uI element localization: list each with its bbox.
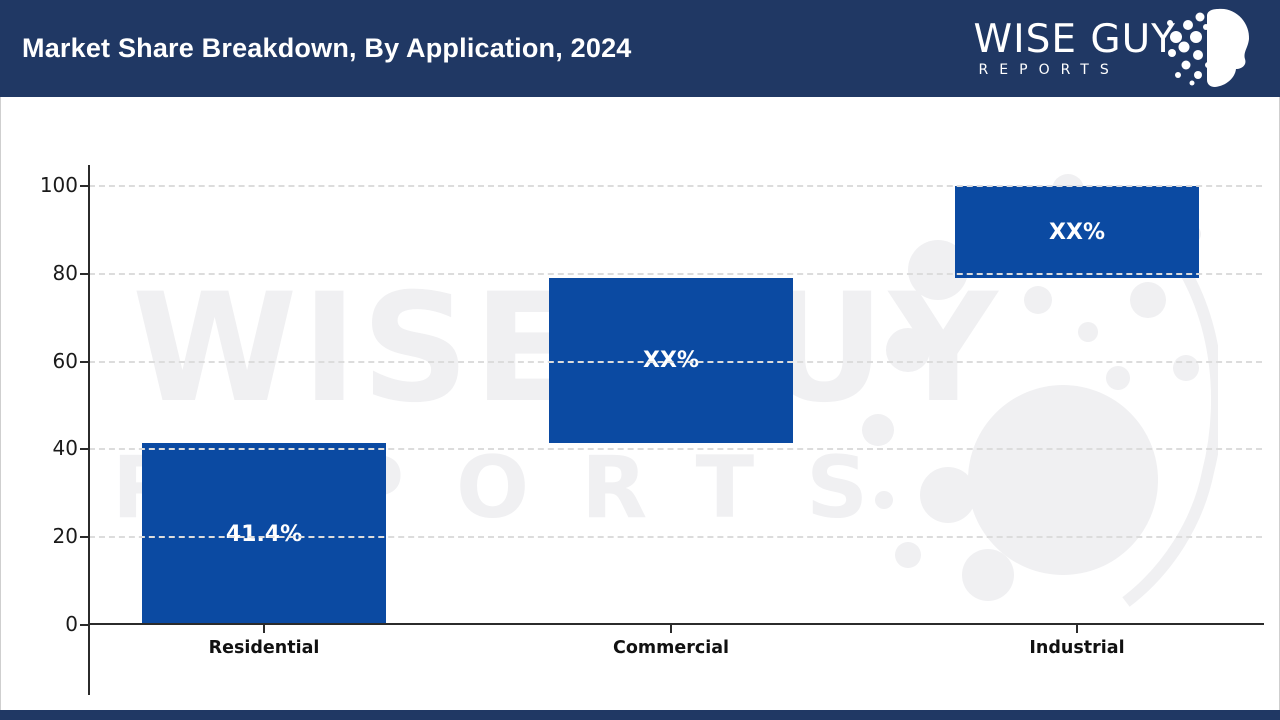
bar-industrial: XX% [955,186,1199,279]
x-tick-label-residential: Residential [208,638,320,658]
y-tick-mark-20 [80,536,88,539]
logo-subtitle: REPORTS [978,61,1120,78]
y-tick-label-0: 0 [65,612,78,636]
y-tick-label-40: 40 [52,436,78,461]
gridline-40 [89,448,1262,451]
gridline-60 [89,360,1262,363]
y-tick-label-20: 20 [52,524,78,549]
bar-value-label-residential: 41.4% [225,521,303,547]
bar-residential: 41.4% [142,443,386,625]
gridline-80 [89,272,1262,275]
y-tick-mark-80 [80,272,88,275]
y-tick-label-60: 60 [52,348,78,373]
y-tick-mark-40 [80,448,88,451]
x-tick-mark-industrial [1076,625,1078,633]
footer-band [0,710,1280,720]
chart-plot-area: 0 20 40 60 80 100 41.4% Residential XX% Commercia… [0,97,1280,710]
gridline-20 [89,536,1262,539]
bar-value-label-industrial: XX% [1049,219,1105,245]
y-tick-label-80: 80 [52,260,78,285]
logo-face-icon [1162,3,1254,95]
y-tick-label-100: 100 [39,173,78,197]
y-tick-mark-100 [80,185,88,187]
header-band: Market Share Breakdown, By Application, … [0,0,1280,97]
y-tick-mark-0 [80,624,88,626]
page-title: Market Share Breakdown, By Application, … [22,33,632,63]
logo-wordmark: WISE GUY [973,16,1176,62]
y-tick-mark-60 [80,360,88,363]
gridline-100 [89,185,1262,187]
wise-guy-logo: WISE GUY REPORTS [974,3,1254,95]
x-axis-line [88,623,1264,625]
wise-guy-logo-text: WISE GUY REPORTS [974,20,1176,78]
x-tick-label-industrial: Industrial [1029,638,1125,658]
x-tick-label-commercial: Commercial [612,638,729,658]
x-tick-mark-residential [263,625,265,633]
y-axis-line [88,165,90,695]
x-tick-mark-commercial [670,625,672,633]
